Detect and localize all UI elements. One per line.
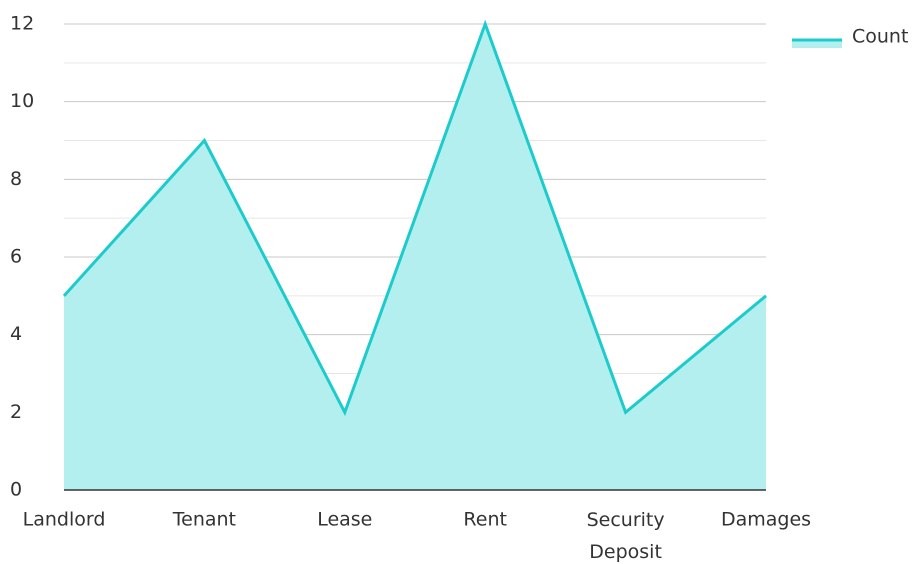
y-tick-label: 0	[10, 479, 22, 501]
y-tick-label: 2	[10, 401, 22, 423]
y-tick-label: 4	[10, 323, 22, 345]
x-tick-label: Security Deposit	[587, 509, 665, 563]
y-tick-label: 8	[10, 168, 22, 190]
y-tick-label: 6	[10, 246, 22, 268]
x-tick-label: Landlord	[23, 509, 106, 531]
legend-label: Count	[852, 26, 908, 48]
area-line	[62, 19, 767, 417]
x-tick-label: Tenant	[172, 509, 236, 531]
y-tick-label: 12	[10, 13, 34, 35]
y-tick-label: 10	[10, 90, 34, 112]
x-tick-label: Lease	[317, 509, 372, 531]
legend-swatch-fill	[792, 40, 842, 48]
area-fill	[64, 24, 766, 490]
x-tick-label: Damages	[721, 509, 811, 531]
x-tick-label: Rent	[463, 509, 507, 531]
